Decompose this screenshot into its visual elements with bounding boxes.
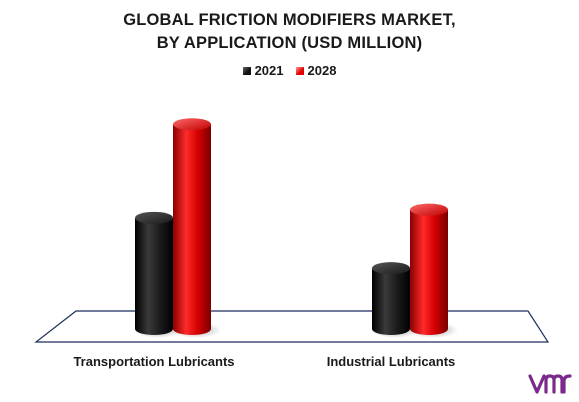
- legend: 2021 2028: [0, 63, 579, 78]
- bar-2021-transportation: [133, 211, 183, 338]
- bar-2028-transportation: [171, 118, 221, 338]
- legend-item-2021: 2021: [242, 63, 284, 78]
- legend-label-2028: 2028: [307, 63, 337, 78]
- legend-label-2021: 2021: [254, 63, 284, 78]
- chart-title-line-1: GLOBAL FRICTION MODIFIERS MARKET,: [123, 11, 456, 29]
- bar-2028-industrial: [408, 203, 458, 338]
- legend-swatch-2021: [242, 66, 251, 75]
- chart-floor: [34, 310, 550, 343]
- chart-title-line-2: BY APPLICATION (USD MILLION): [156, 34, 423, 52]
- category-label-transportation: Transportation Lubricants: [73, 354, 235, 369]
- bars-group: [133, 118, 458, 338]
- legend-item-2028: 2028: [295, 63, 337, 78]
- legend-swatch-2028: [295, 66, 304, 75]
- category-label-industrial: Industrial Lubricants: [326, 354, 456, 369]
- bar-2021-industrial: [370, 262, 420, 338]
- vmr-logo: [528, 374, 572, 394]
